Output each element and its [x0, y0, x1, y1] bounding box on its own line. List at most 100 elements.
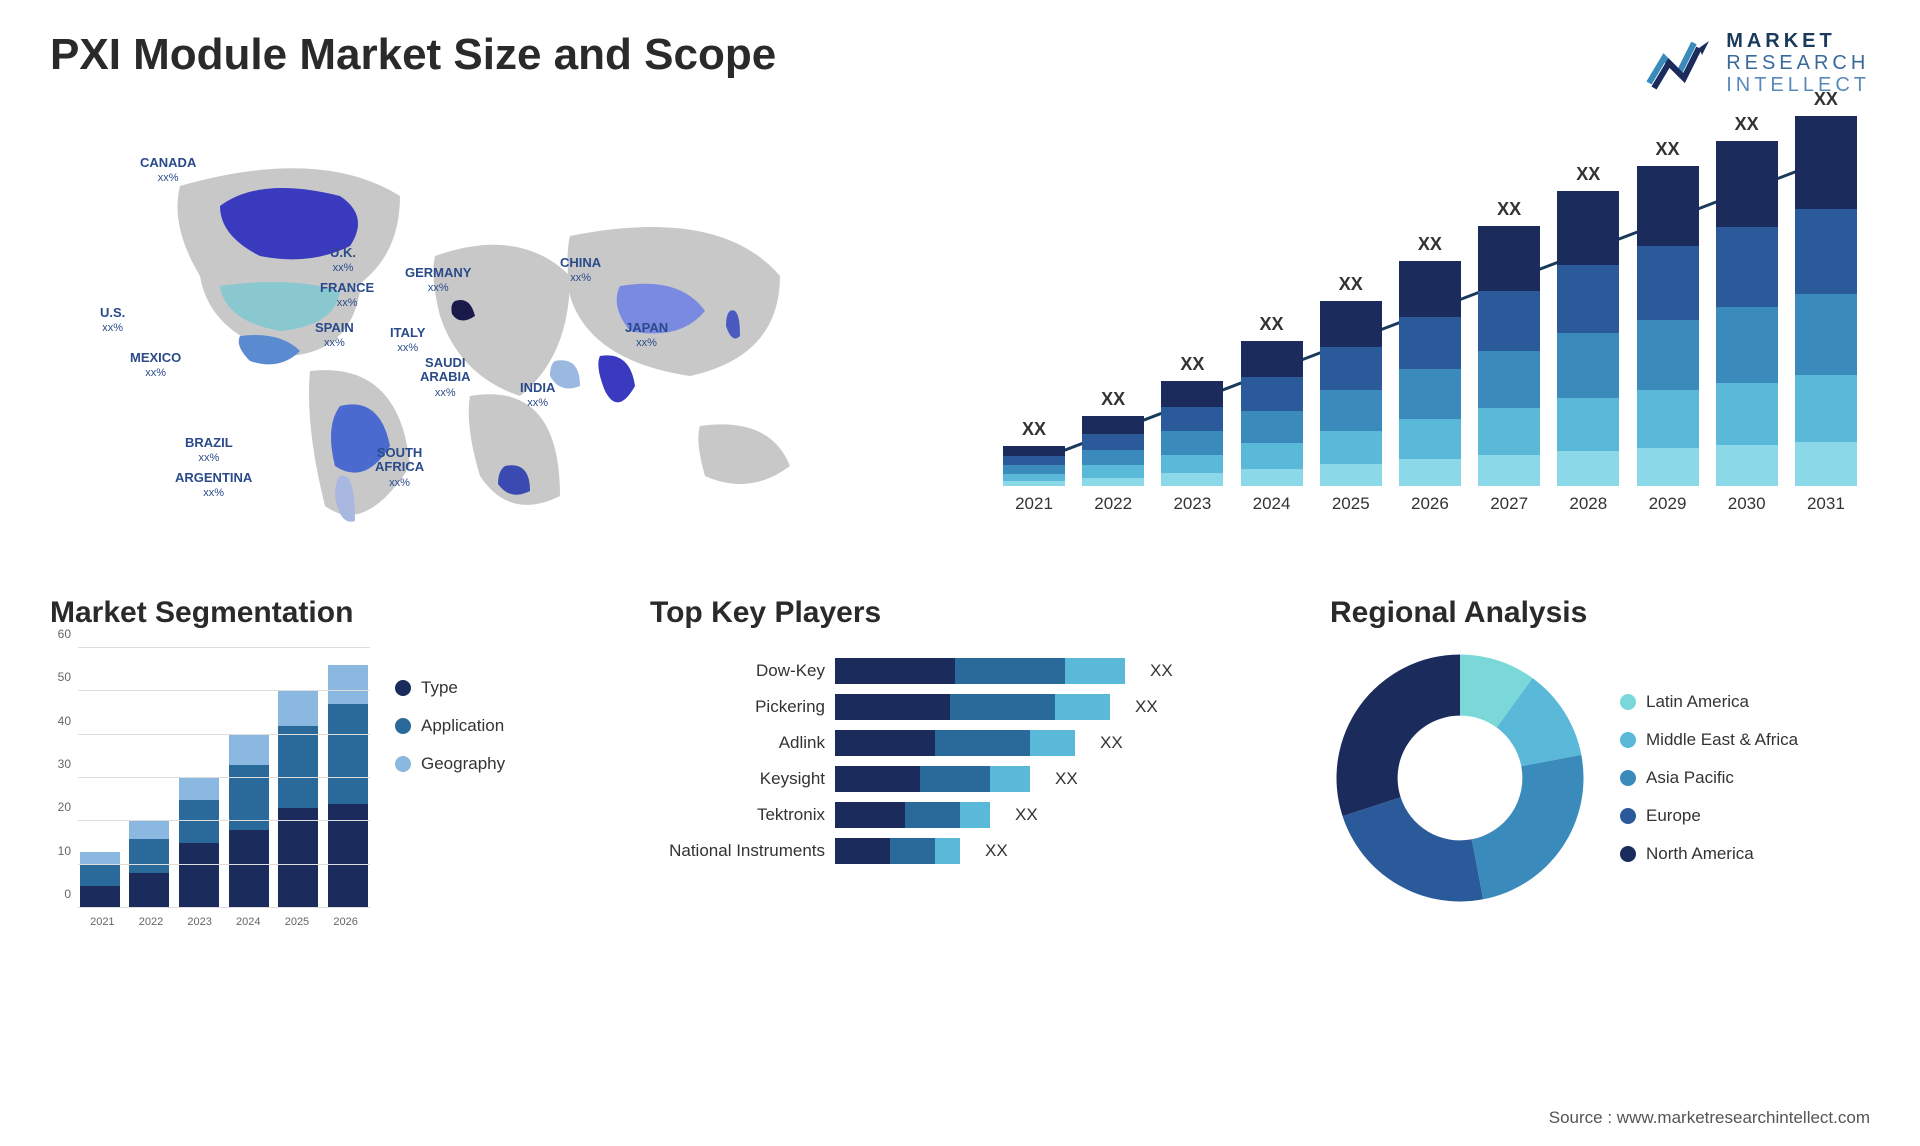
seg-year-label: 2023	[180, 916, 220, 928]
page-title: PXI Module Market Size and Scope	[50, 30, 776, 80]
growth-segment	[1320, 464, 1382, 486]
player-name: Pickering	[650, 697, 825, 717]
legend-label: Geography	[421, 754, 505, 774]
seg-segment	[229, 735, 269, 765]
player-name: Keysight	[650, 769, 825, 789]
player-name: Adlink	[650, 733, 825, 753]
growth-segment	[1320, 390, 1382, 431]
growth-segment	[1241, 377, 1303, 410]
player-segment	[835, 838, 890, 864]
growth-year-label: 2027	[1475, 494, 1543, 514]
map-label-argentina: ARGENTINAxx%	[175, 471, 252, 500]
player-row: Keysight XX	[650, 766, 1260, 792]
growth-segment	[1241, 443, 1303, 469]
growth-segment	[1320, 301, 1382, 347]
growth-segment	[1478, 351, 1540, 408]
player-value-label: XX	[1135, 697, 1158, 717]
map-label-spain: SPAINxx%	[315, 321, 354, 350]
player-segment	[1030, 730, 1075, 756]
seg-bar-2023	[179, 778, 219, 908]
growth-segment	[1161, 473, 1223, 486]
growth-year-label: 2028	[1554, 494, 1622, 514]
growth-bar-2029: XX	[1634, 139, 1702, 486]
seg-ytick: 40	[58, 714, 71, 728]
growth-bar-stack	[1320, 301, 1382, 486]
donut-slice	[1337, 655, 1461, 817]
map-label-mexico: MEXICOxx%	[130, 351, 181, 380]
growth-segment	[1557, 333, 1619, 398]
growth-segment	[1003, 456, 1065, 465]
seg-segment	[179, 843, 219, 908]
seg-segment	[278, 808, 318, 908]
player-segment	[835, 694, 950, 720]
growth-segment	[1241, 341, 1303, 377]
growth-bar-2023: XX	[1158, 354, 1226, 486]
growth-year-label: 2029	[1634, 494, 1702, 514]
growth-value-label: XX	[1655, 139, 1679, 160]
legend-swatch	[1620, 808, 1636, 824]
seg-ytick: 60	[58, 627, 71, 641]
seg-segment	[328, 704, 368, 804]
seg-year-label: 2026	[326, 916, 366, 928]
growth-segment	[1082, 465, 1144, 478]
seg-ytick: 20	[58, 800, 71, 814]
seg-segment	[179, 778, 219, 800]
player-row: AdlinkXX	[650, 730, 1260, 756]
map-label-u-k-: U.K.xx%	[330, 246, 356, 275]
growth-value-label: XX	[1180, 354, 1204, 375]
seg-year-label: 2022	[131, 916, 171, 928]
seg-gridline	[78, 690, 370, 691]
logo: MARKET RESEARCH INTELLECT	[1644, 30, 1870, 96]
growth-value-label: XX	[1497, 199, 1521, 220]
player-segment	[950, 694, 1055, 720]
growth-segment	[1399, 419, 1461, 460]
logo-text: MARKET RESEARCH INTELLECT	[1726, 30, 1870, 96]
player-value-label: XX	[1055, 769, 1078, 789]
map-label-u-s-: U.S.xx%	[100, 306, 125, 335]
player-bar	[835, 694, 1110, 720]
growth-year-label: 2030	[1713, 494, 1781, 514]
map-label-italy: ITALYxx%	[390, 326, 425, 355]
player-segment	[835, 802, 905, 828]
seg-segment	[129, 873, 169, 908]
growth-segment	[1161, 431, 1223, 454]
map-label-saudi-arabia: SAUDIARABIAxx%	[420, 356, 471, 399]
player-value-label: XX	[1015, 805, 1038, 825]
growth-segment	[1478, 408, 1540, 455]
growth-value-label: XX	[1418, 234, 1442, 255]
seg-legend-item: Type	[395, 678, 505, 698]
region-legend-item: Latin America	[1620, 692, 1798, 712]
growth-bar-2021: XX	[1000, 419, 1068, 486]
legend-label: Middle East & Africa	[1646, 730, 1798, 750]
donut-slice	[1472, 755, 1584, 899]
legend-swatch	[1620, 846, 1636, 862]
header: PXI Module Market Size and Scope MARKET …	[50, 30, 1870, 96]
legend-label: North America	[1646, 844, 1754, 864]
growth-segment	[1161, 407, 1223, 431]
seg-ytick: 50	[58, 670, 71, 684]
player-row: National InstrumentsXX	[650, 838, 1260, 864]
growth-bar-stack	[1082, 416, 1144, 486]
legend-label: Asia Pacific	[1646, 768, 1734, 788]
map-label-china: CHINAxx%	[560, 256, 601, 285]
growth-year-label: 2024	[1238, 494, 1306, 514]
growth-bar-stack	[1003, 446, 1065, 486]
growth-segment	[1716, 307, 1778, 383]
seg-gridline	[78, 820, 370, 821]
map-label-brazil: BRAZILxx%	[185, 436, 233, 465]
growth-bar-2022: XX	[1079, 389, 1147, 486]
seg-year-label: 2021	[82, 916, 122, 928]
seg-ytick: 10	[58, 844, 71, 858]
player-name: Dow-Key	[650, 661, 825, 681]
seg-segment	[80, 886, 120, 908]
growth-segment	[1320, 431, 1382, 464]
growth-bar-stack	[1795, 116, 1857, 486]
legend-swatch	[395, 680, 411, 696]
growth-bar-2026: XX	[1396, 234, 1464, 486]
player-name: National Instruments	[650, 841, 825, 861]
legend-label: Type	[421, 678, 458, 698]
seg-segment	[328, 665, 368, 704]
country-india	[598, 355, 635, 402]
growth-segment	[1637, 166, 1699, 246]
players-title: Top Key Players	[650, 596, 1260, 630]
